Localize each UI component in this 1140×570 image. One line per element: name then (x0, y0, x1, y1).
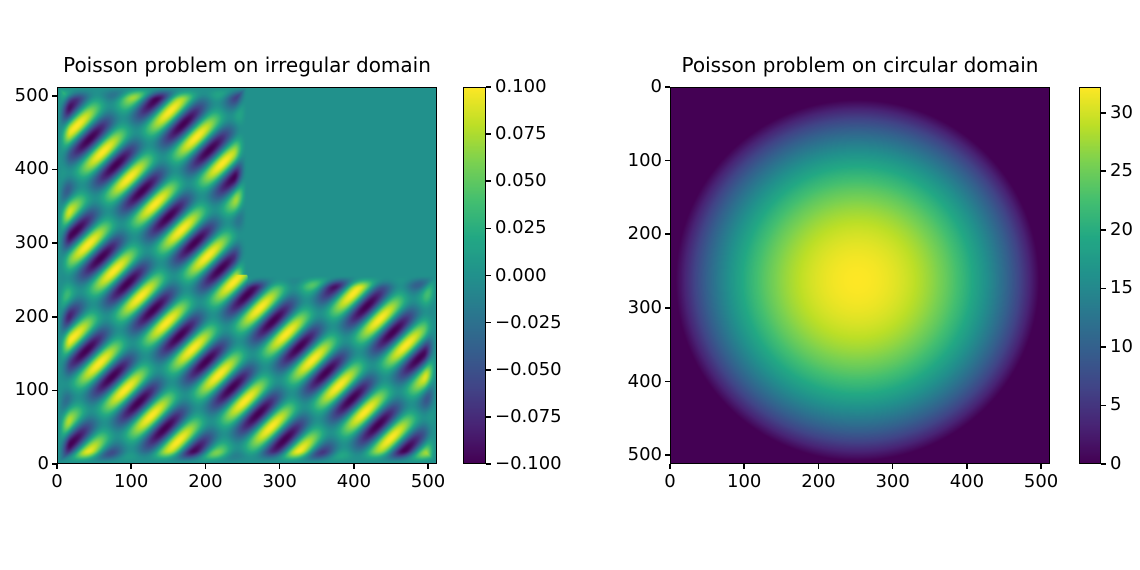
right-y-tick-label: 400 (627, 370, 662, 392)
right-x-tick (891, 464, 894, 469)
left-plot-title: Poisson problem on irregular domain (63, 53, 431, 77)
right-x-tick-label: 100 (727, 471, 762, 492)
left-x-tick (278, 464, 281, 469)
left-colorbar (463, 87, 486, 464)
right-colorbar-tick (1101, 287, 1106, 290)
left-colorbar-tick-label: 0.050 (495, 170, 547, 192)
right-colorbar-tick-label: 25 (1110, 160, 1133, 182)
right-x-tick-label: 400 (949, 471, 985, 492)
right-colorbar (1079, 87, 1101, 464)
left-y-tick-label: 500 (14, 84, 49, 106)
left-x-tick (56, 464, 58, 469)
right-colorbar-spine (1079, 87, 1101, 464)
right-y-tick-label: 100 (627, 149, 662, 171)
left-x-tick-label: 400 (336, 471, 372, 492)
right-colorbar-tick-label: 5 (1110, 394, 1122, 416)
left-x-tick-label: 500 (410, 471, 446, 492)
left-colorbar-tick (486, 368, 491, 371)
right-x-tick (1040, 464, 1042, 469)
left-colorbar-tick-label: −0.050 (495, 358, 562, 380)
right-colorbar-tick (1101, 111, 1106, 114)
right-y-tick (665, 307, 670, 309)
right-colorbar-tick-label: 30 (1110, 101, 1133, 123)
right-x-tick (669, 464, 671, 469)
right-x-tick-label: 0 (664, 471, 676, 492)
right-y-tick (665, 454, 670, 456)
left-x-tick-label: 200 (188, 471, 223, 492)
right-colorbar-tick (1101, 404, 1106, 407)
left-colorbar-tick-label: 0.000 (495, 264, 547, 286)
right-y-tick-label: 300 (627, 296, 662, 318)
right-y-tick (665, 159, 670, 162)
right-colorbar-tick-label: 10 (1110, 335, 1133, 357)
right-x-tick (966, 464, 968, 469)
left-axes-spine (57, 87, 437, 464)
left-y-tick (52, 242, 57, 244)
right-x-tick (817, 464, 820, 469)
right-plot-title: Poisson problem on circular domain (681, 53, 1039, 77)
left-x-tick (353, 464, 355, 469)
left-colorbar-spine (463, 87, 486, 464)
left-y-tick (52, 463, 57, 465)
right-x-tick-label: 500 (1023, 471, 1059, 492)
right-colorbar-tick (1101, 463, 1106, 465)
irregular-domain-heatmap (57, 87, 437, 464)
right-axes-spine (670, 87, 1050, 464)
left-colorbar-tick (486, 321, 491, 324)
left-y-tick (52, 95, 57, 97)
right-colorbar-tick (1101, 170, 1106, 173)
left-x-tick-label: 0 (51, 471, 63, 492)
left-colorbar-tick (486, 86, 491, 88)
left-y-tick-label: 200 (14, 305, 49, 327)
left-colorbar-tick-label: −0.100 (495, 453, 562, 474)
left-y-tick-label: 0 (37, 453, 49, 474)
right-y-tick-label: 0 (650, 76, 662, 97)
right-y-tick (665, 86, 670, 88)
left-x-tick-label: 100 (114, 471, 149, 492)
left-y-tick-label: 400 (14, 158, 49, 180)
left-y-tick-label: 300 (14, 232, 49, 254)
right-x-tick-label: 300 (875, 471, 910, 492)
left-colorbar-tick-label: −0.075 (495, 405, 562, 427)
left-y-tick (52, 168, 57, 171)
circular-domain-heatmap (670, 87, 1050, 464)
left-colorbar-tick (486, 463, 491, 465)
left-x-tick (204, 464, 207, 469)
left-colorbar-tick-label: 0.100 (495, 76, 547, 97)
left-y-tick (52, 389, 57, 392)
left-colorbar-tick (486, 274, 491, 277)
right-colorbar-tick-label: 0 (1110, 453, 1122, 474)
right-colorbar-tick-label: 20 (1110, 218, 1133, 240)
right-y-tick (665, 380, 670, 383)
left-colorbar-tick (486, 416, 491, 418)
left-colorbar-tick-label: 0.075 (495, 123, 547, 145)
left-y-tick-label: 100 (14, 379, 49, 401)
right-y-tick (665, 233, 670, 236)
left-colorbar-tick (486, 133, 491, 135)
right-colorbar-tick-label: 15 (1110, 277, 1133, 299)
left-colorbar-tick (486, 227, 491, 230)
right-colorbar-tick (1101, 346, 1106, 348)
right-colorbar-tick (1101, 229, 1106, 231)
right-x-tick-label: 200 (801, 471, 836, 492)
right-x-tick (743, 464, 745, 469)
left-x-tick (130, 464, 132, 469)
left-colorbar-tick (486, 180, 491, 183)
right-y-tick-label: 200 (627, 223, 662, 245)
left-y-tick (52, 315, 57, 318)
right-y-tick-label: 500 (627, 444, 662, 466)
left-x-tick (427, 464, 429, 469)
left-colorbar-tick-label: −0.025 (495, 311, 562, 333)
left-x-tick-label: 300 (262, 471, 297, 492)
left-colorbar-tick-label: 0.025 (495, 217, 547, 239)
